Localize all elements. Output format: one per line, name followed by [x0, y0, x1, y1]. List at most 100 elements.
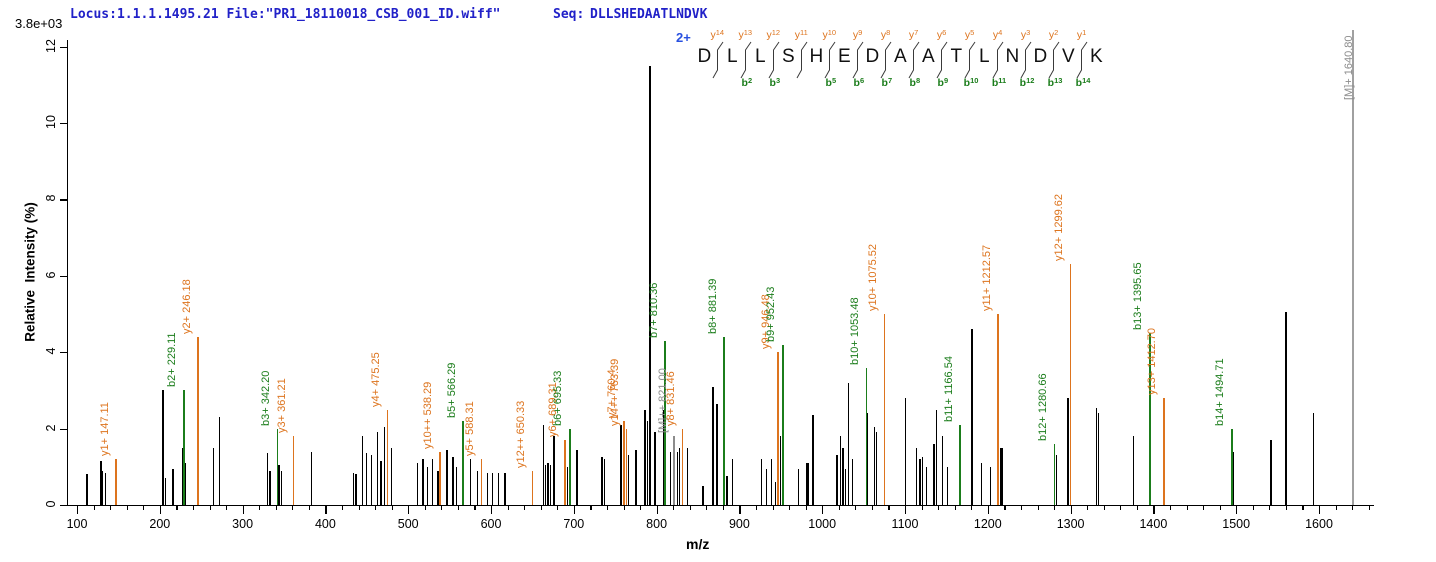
fragment-boundary: y5 b10 — [963, 28, 979, 94]
spectrum-peak — [547, 463, 549, 505]
x-tick-label: 500 — [397, 517, 419, 531]
spectrum-peak — [162, 390, 164, 505]
y-tick-label: 6 — [44, 271, 58, 279]
x-tick-label: 200 — [149, 517, 171, 531]
x-tick-label: 900 — [728, 517, 750, 531]
x-minor-tick — [1203, 506, 1205, 510]
spectrum-peak — [775, 482, 777, 505]
y-ion-peak — [439, 451, 441, 505]
y-ion-peak-label: y2+ 246.18 — [180, 279, 193, 334]
plot-area[interactable]: y1+ 147.11 b2+ 229.11 y2+ 246.18 b3+ 342.20… — [68, 30, 1373, 505]
fragment-divider-icon — [740, 41, 752, 79]
x-minor-tick — [1302, 506, 1304, 510]
spectrum-peak — [971, 329, 973, 505]
b-ion-peak-label: b6+ 695.33 — [552, 370, 565, 426]
spectrum-peak — [1000, 447, 1002, 505]
spectrum-peak — [362, 436, 364, 505]
y-ion-site-label: y12 — [766, 28, 781, 41]
y-ion-peak — [292, 436, 295, 505]
spectrum-peak — [310, 451, 312, 505]
y-ion-peak-label: y12++ 650.33 — [515, 400, 528, 468]
x-tick-label: 1000 — [808, 517, 837, 531]
x-major-tick — [905, 506, 907, 514]
b-ion-peak-label: b9+ 952.43 — [765, 286, 778, 342]
y-ion-peak — [531, 470, 534, 505]
y-ion-site-label: y6 — [936, 28, 947, 41]
spectrum-peak — [848, 382, 850, 505]
b-ion-peak-label: b7+ 810.36 — [647, 282, 660, 338]
x-minor-tick — [921, 506, 923, 510]
x-axis: m/z 100 200 300 400 500 600 700 800 900 1000 1100 1… — [67, 505, 1374, 562]
fragment-boundary: y14 — [710, 28, 725, 94]
b-ion-peak — [723, 336, 725, 505]
spectrum-peak — [431, 459, 433, 505]
b-ion-peak-label: b3+ 342.20 — [260, 370, 272, 426]
spectrum-peak — [542, 424, 544, 505]
x-major-tick — [491, 506, 493, 514]
spectrum-peak — [933, 443, 935, 505]
spectrum-peak — [544, 464, 547, 505]
b-ion-site-label: b14 — [1075, 76, 1091, 89]
b-ion-peak-label: b14+ 1494.71 — [1214, 358, 1227, 426]
spectrum-peak — [712, 386, 714, 505]
x-tick-label: 300 — [232, 517, 254, 531]
x-minor-tick — [1285, 506, 1288, 510]
y-ion-peak — [883, 314, 886, 505]
y-axis: 12 10 8 6 4 2 0 — [0, 39, 68, 507]
spectrum-peak — [469, 459, 471, 505]
fragment-divider-icon — [908, 41, 920, 79]
x-minor-tick — [789, 506, 791, 510]
x-minor-tick — [474, 506, 476, 510]
x-major-tick — [1070, 506, 1072, 514]
y-ion-peak — [997, 314, 999, 505]
x-tick-label: 1100 — [891, 517, 919, 531]
residue-letter: D — [865, 46, 880, 67]
y-ion-peak-label: y14++ 763.39 — [608, 358, 621, 426]
spectrum-peak — [487, 472, 489, 505]
y-ion-peak-label: y11+ 1212.57 — [980, 244, 993, 311]
spectrum-peak — [732, 459, 734, 505]
x-minor-tick — [888, 506, 890, 510]
x-minor-tick — [292, 506, 294, 510]
b-ion-site-label: b13 — [1047, 76, 1063, 89]
b-ion-peak — [1149, 333, 1151, 505]
y-tick — [60, 275, 68, 277]
y-ion-site-label: y10 — [822, 28, 837, 41]
y-ion-peak-label: y13+ 1412.70 — [1146, 328, 1159, 395]
x-minor-tick — [441, 506, 443, 510]
x-minor-tick — [689, 506, 691, 510]
x-minor-tick — [590, 506, 592, 510]
spectrum-peak — [278, 464, 280, 505]
y-axis-line — [67, 40, 69, 506]
x-tick-label: 1500 — [1222, 517, 1251, 531]
x-major-tick — [242, 506, 244, 514]
spectrum-peak — [670, 451, 672, 505]
y-tick-label: 8 — [44, 194, 58, 202]
spectrum-peak — [383, 426, 385, 505]
x-major-tick — [822, 506, 824, 514]
y-ion-site-label: y14 — [710, 28, 725, 41]
x-minor-tick — [805, 506, 807, 510]
spectrum-peak — [452, 457, 454, 505]
x-minor-tick — [226, 506, 228, 510]
b-ion-site-label: b10 — [963, 76, 979, 89]
spectrum-peak — [836, 455, 838, 505]
intensity-scale-note: 3.8e+03 — [15, 16, 63, 31]
x-tick-label: 1200 — [973, 517, 1002, 531]
spectrum-peak — [925, 466, 928, 505]
y-ion-peak — [681, 428, 684, 505]
x-major-tick — [987, 506, 989, 514]
residue-letter: E — [837, 46, 851, 67]
spectrum-peak — [218, 417, 221, 505]
b-ion-peak-label: b8+ 881.39 — [706, 278, 719, 334]
y-ion-peak — [777, 352, 779, 505]
y-ion-site-label: y5 — [964, 28, 975, 41]
seq-header-label: Seq: — [553, 7, 585, 22]
x-minor-tick — [192, 506, 195, 510]
spectrum-peak — [807, 463, 809, 505]
fragment-boundary: y8 b7 — [880, 28, 893, 94]
x-minor-tick — [457, 506, 460, 510]
fragment-divider-icon — [1048, 41, 1060, 79]
x-minor-tick — [275, 506, 277, 510]
